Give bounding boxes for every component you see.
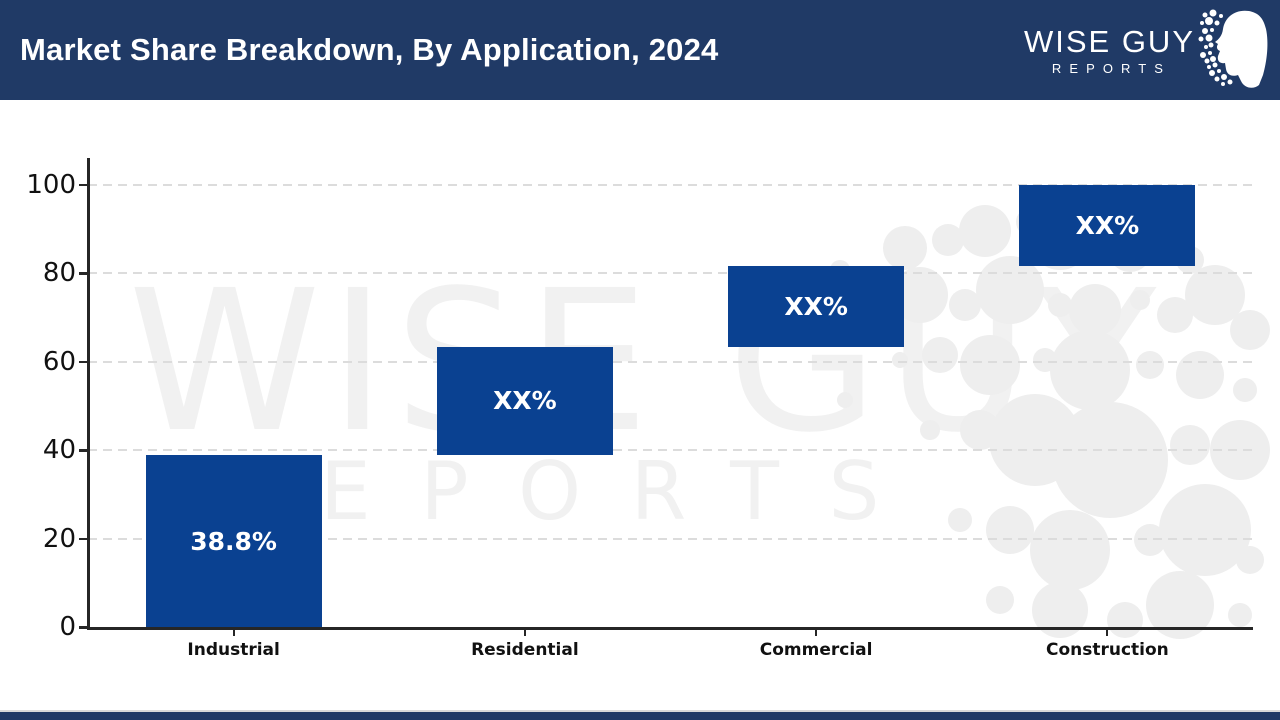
- y-tick-label: 100: [26, 169, 76, 200]
- y-tick-label: 60: [42, 346, 76, 377]
- y-tick-label: 0: [59, 612, 76, 642]
- logo-wordmark: WISE GUY REPORTS: [1024, 24, 1195, 76]
- y-tick-label: 40: [42, 435, 76, 466]
- x-tick-label: Industrial: [187, 640, 280, 660]
- bar-value-label: XX%: [1075, 210, 1140, 240]
- bar-residential: XX%: [436, 347, 613, 455]
- brand-logo: WISE GUY REPORTS: [1024, 8, 1280, 92]
- logo-head-icon: [1198, 9, 1268, 88]
- header-bar: Market Share Breakdown, By Application, …: [0, 0, 1280, 100]
- y-tick-mark: [79, 272, 88, 275]
- y-tick-mark: [79, 360, 88, 364]
- y-tick-label: 80: [42, 258, 76, 289]
- page-title: Market Share Breakdown, By Application, …: [20, 32, 719, 67]
- y-tick-mark: [79, 183, 88, 187]
- x-tick-label: Residential: [471, 640, 579, 660]
- y-tick-mark: [79, 537, 88, 541]
- footer-bar: [0, 712, 1280, 720]
- y-tick-mark: [79, 626, 88, 629]
- gridline-20: [88, 537, 1253, 540]
- gridline-60: [88, 360, 1253, 363]
- watermark-subtext: REPORTS: [215, 445, 929, 538]
- bottom-hairline: [0, 710, 1280, 712]
- y-tick-label: 20: [42, 523, 76, 554]
- y-axis-line: [87, 158, 90, 630]
- bar-value-label: XX%: [784, 291, 848, 321]
- bar-value-label: XX%: [493, 386, 557, 416]
- x-tick-label: Construction: [1045, 640, 1169, 660]
- bar-value-label: 38.8%: [190, 526, 277, 556]
- x-tick-mark: [523, 630, 526, 636]
- x-tick-mark: [232, 630, 235, 636]
- gridline-100: [88, 183, 1253, 186]
- x-tick-mark: [1106, 630, 1109, 636]
- y-tick-mark: [79, 449, 88, 452]
- x-tick-mark: [815, 630, 818, 636]
- logo-wordmark-main: WISE GUY: [1023, 24, 1195, 59]
- x-axis-line: [87, 627, 1253, 630]
- gridline-80: [88, 272, 1253, 275]
- gridline-40: [88, 449, 1253, 452]
- plot-area: 0 20 40 60 80 100 38.8% Industrial XX% Residentia…: [0, 100, 1280, 710]
- x-tick-label: Commercial: [759, 640, 873, 660]
- bar-commercial: XX%: [728, 265, 905, 348]
- chart-canvas: WISE GUY REPORTS 0 20 40 60 80 100 38.8% Indust…: [0, 100, 1280, 710]
- logo-wordmark-sub: REPORTS: [1051, 61, 1171, 76]
- bar-construction: XX%: [1019, 184, 1196, 266]
- bar-industrial: 38.8%: [145, 455, 322, 627]
